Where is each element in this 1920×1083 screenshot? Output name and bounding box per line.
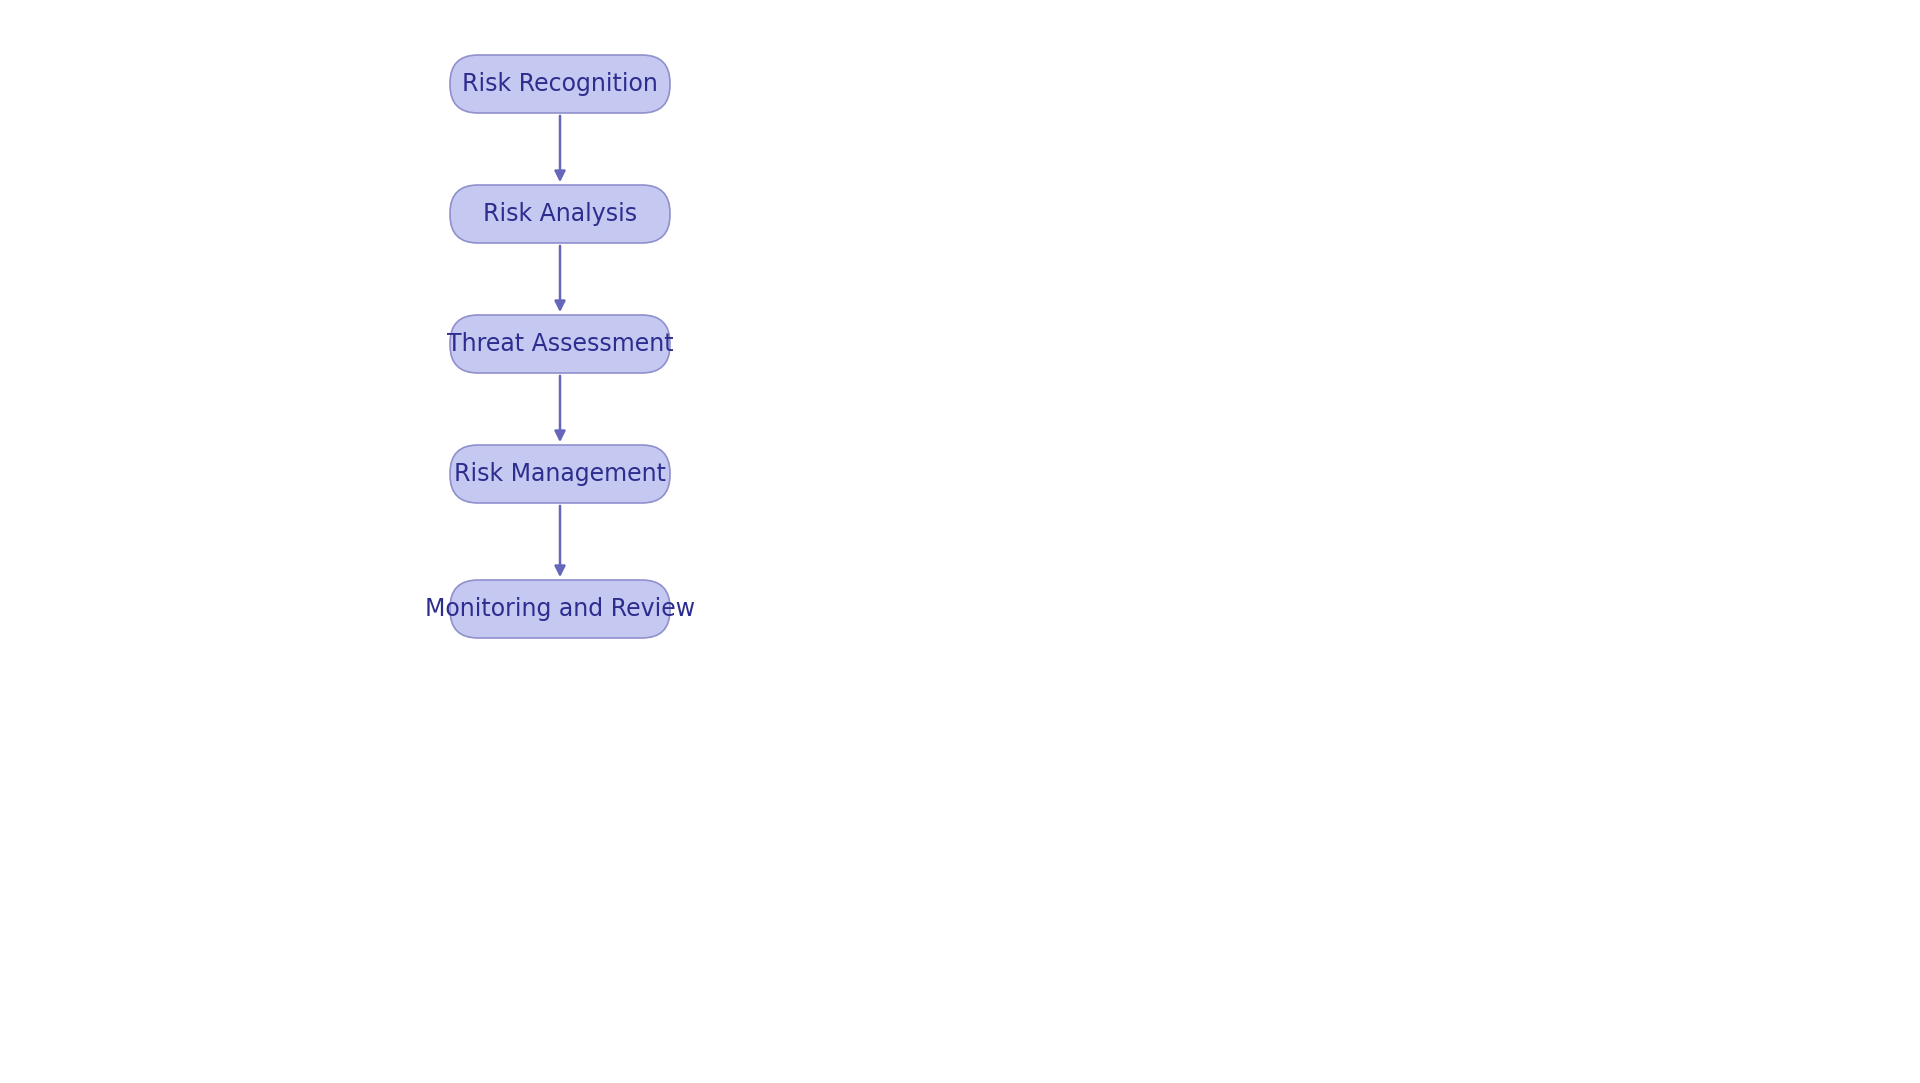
Text: Risk Analysis: Risk Analysis	[484, 203, 637, 226]
FancyBboxPatch shape	[449, 445, 670, 503]
FancyBboxPatch shape	[449, 55, 670, 113]
Text: Threat Assessment: Threat Assessment	[447, 332, 674, 356]
FancyBboxPatch shape	[449, 580, 670, 638]
Text: Monitoring and Review: Monitoring and Review	[424, 597, 695, 621]
Text: Risk Recognition: Risk Recognition	[463, 71, 659, 96]
FancyBboxPatch shape	[449, 315, 670, 373]
FancyBboxPatch shape	[449, 185, 670, 243]
Text: Risk Management: Risk Management	[453, 462, 666, 486]
